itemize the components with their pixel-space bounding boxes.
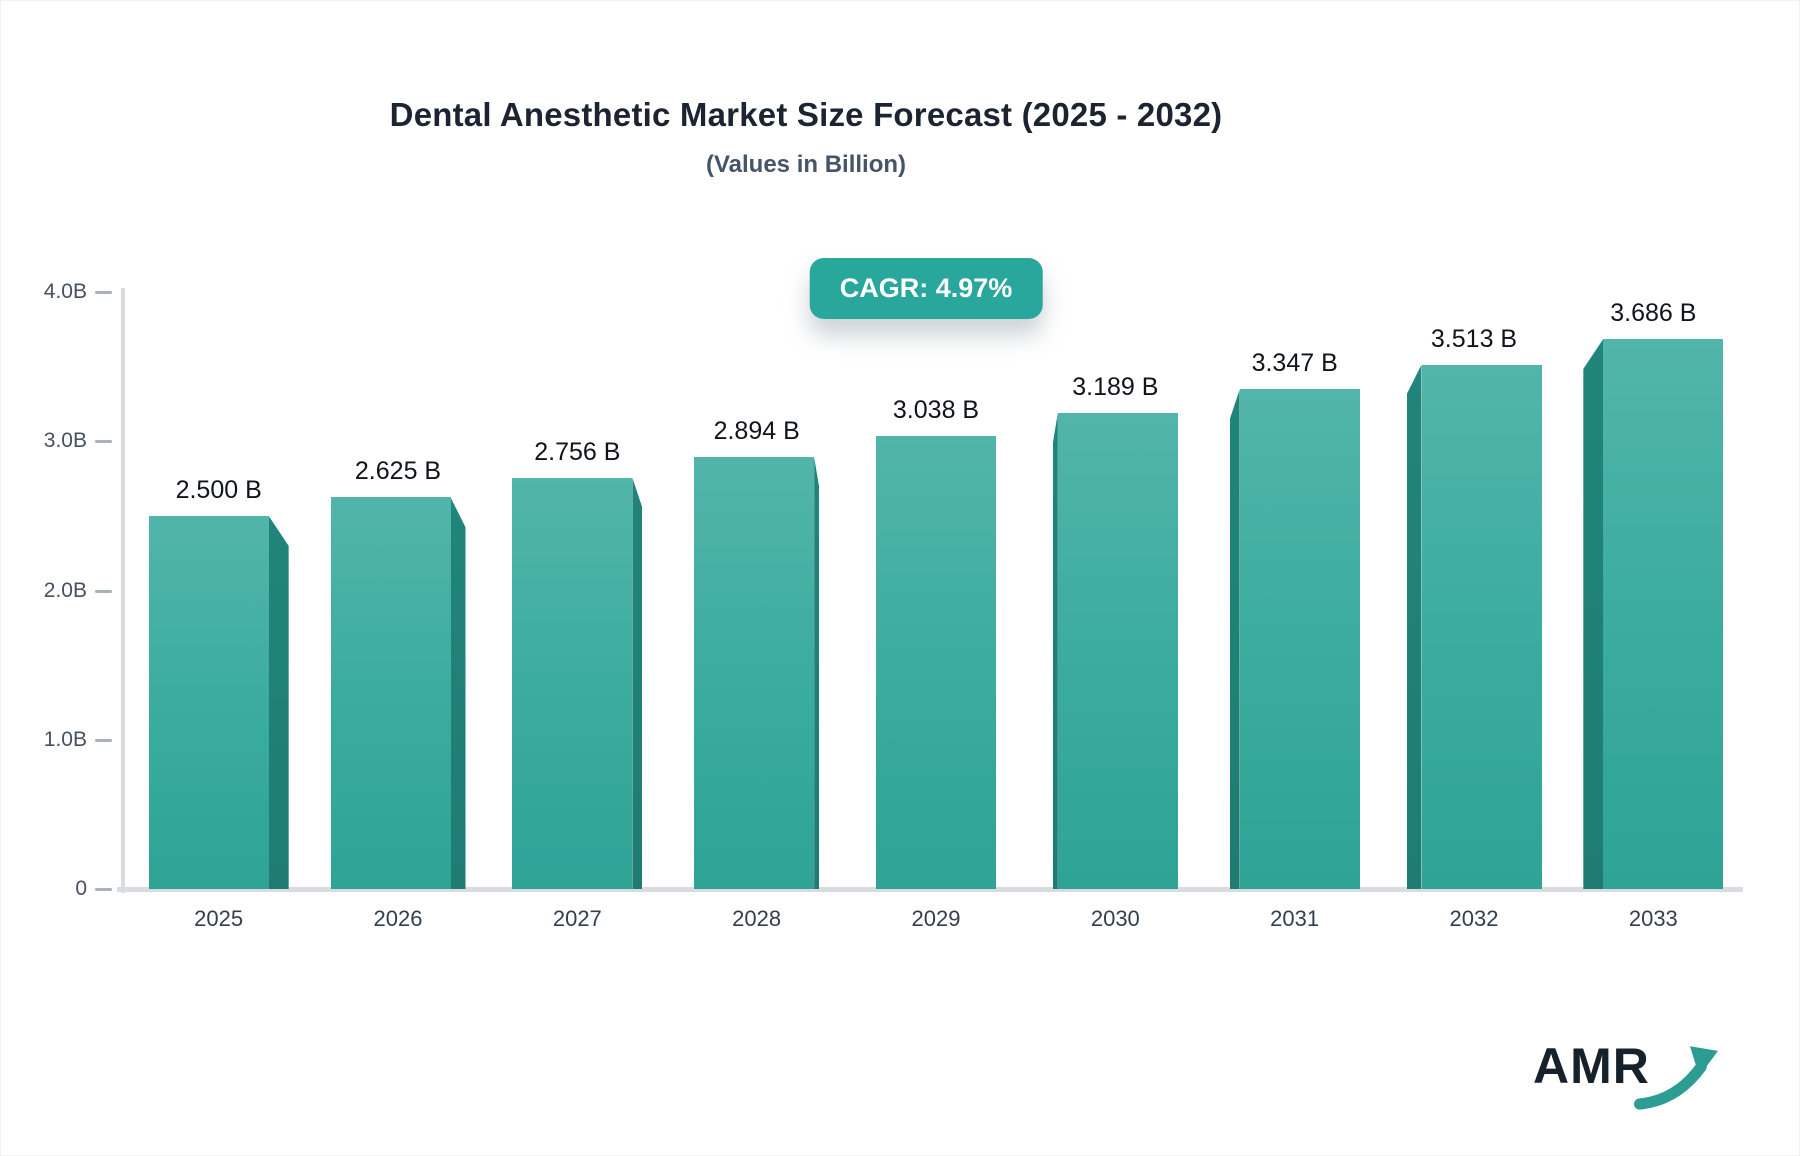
trend-up-arrow-icon [1633, 1041, 1718, 1118]
bar-face [148, 515, 269, 889]
x-axis-label: 2028 [732, 906, 782, 931]
y-tick-mark [95, 738, 112, 742]
bar-face [1421, 364, 1542, 889]
amr-logo-text: AMR [1533, 1038, 1650, 1094]
x-axis-label: 2025 [194, 906, 244, 931]
x-axis-label: 2031 [1270, 906, 1320, 931]
bar-face [694, 457, 815, 889]
bar-side-face [450, 497, 466, 889]
bar-2026 [330, 497, 466, 889]
y-tick-mark [95, 440, 112, 444]
bar-value-label: 3.038 B [892, 395, 980, 424]
amr-logo: AMR [1533, 1039, 1718, 1118]
bar-face [1603, 338, 1724, 889]
y-tick-label: 4.0B [43, 280, 87, 303]
bar-2027 [512, 477, 643, 889]
bar-face [330, 497, 451, 889]
y-tick-mark [95, 589, 112, 593]
bar-side-face [1406, 364, 1422, 889]
x-axis-line [117, 887, 1743, 892]
bar-value-label: 3.686 B [1610, 298, 1697, 327]
y-tick-label: 3.0B [43, 429, 87, 453]
bar-face [876, 435, 996, 889]
x-axis-label: 2029 [911, 906, 961, 931]
bar-value-label: 2.625 B [354, 457, 442, 486]
bar-2025 [148, 515, 289, 889]
x-axis-label: 2033 [1628, 906, 1678, 931]
bar-side-face [632, 477, 643, 889]
x-axis-label: 2032 [1449, 906, 1499, 931]
cagr-badge: CAGR: 4.97% [809, 258, 1043, 319]
y-tick-label: 2.0B [43, 578, 87, 602]
bar-value-label: 3.347 B [1251, 349, 1338, 378]
bar-2028 [694, 457, 820, 889]
bar-2033 [1583, 338, 1724, 889]
bar-side-face [814, 457, 820, 889]
bar-face [1239, 389, 1360, 889]
y-tick-label: 0 [75, 877, 87, 900]
y-axis-line [121, 288, 125, 893]
bar-value-label: 2.894 B [713, 417, 800, 446]
bar-face [1057, 413, 1178, 889]
bar-2030 [1052, 413, 1178, 889]
y-tick-mark [95, 291, 112, 294]
bar-value-label: 2.756 B [534, 437, 621, 466]
bar-face [512, 477, 633, 889]
bar-side-face [268, 515, 289, 889]
bar-side-face [1583, 338, 1604, 889]
bar-value-label: 3.189 B [1072, 373, 1159, 402]
bar-2031 [1229, 389, 1360, 889]
y-tick-label: 1.0B [43, 727, 87, 751]
x-axis-label: 2026 [373, 906, 423, 931]
chart-title: Dental Anesthetic Market Size Forecast (… [389, 96, 1223, 133]
bar-value-label: 3.513 B [1430, 324, 1518, 353]
bar-side-face [1052, 413, 1058, 889]
chart-subtitle: (Values in Billion) [705, 151, 907, 178]
bar-2029 [876, 435, 996, 889]
y-tick-mark [95, 888, 112, 891]
bar-2032 [1406, 364, 1542, 889]
x-axis-label: 2030 [1090, 906, 1140, 931]
bar-side-face [1229, 389, 1240, 889]
bar-value-label: 2.500 B [175, 475, 262, 504]
x-axis-label: 2027 [552, 906, 602, 931]
